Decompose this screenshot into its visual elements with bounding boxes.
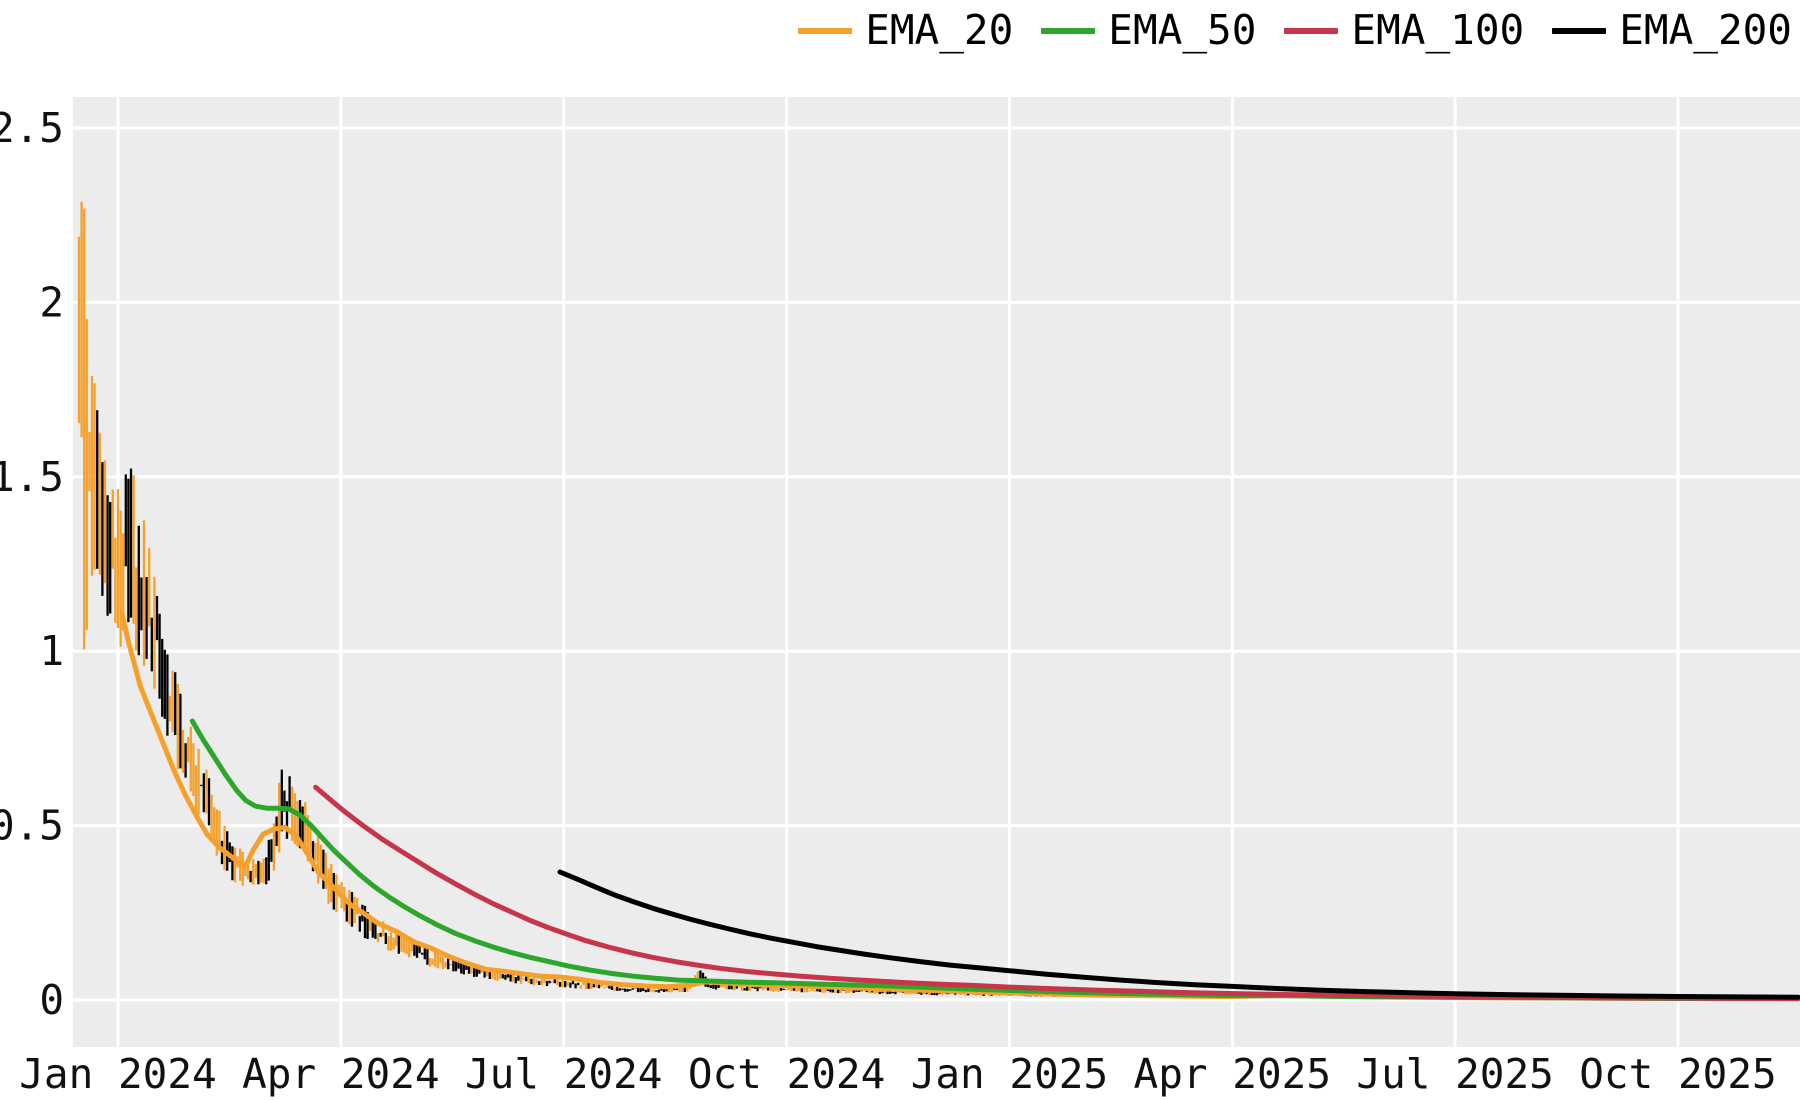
svg-text:Jul 2024: Jul 2024 <box>465 1050 662 1098</box>
legend-item-ema-100: EMA_100 <box>1284 10 1524 51</box>
svg-text:0.5: 0.5 <box>0 802 64 850</box>
svg-text:Jul 2025: Jul 2025 <box>1356 1050 1553 1098</box>
svg-text:1: 1 <box>39 627 64 675</box>
ema-100-line-swatch-icon <box>1284 27 1339 34</box>
ema-200-line <box>557 869 1800 1000</box>
svg-text:2: 2 <box>39 278 64 326</box>
legend-item-ema-20: EMA_20 <box>798 10 1013 51</box>
svg-text:2.5: 2.5 <box>0 104 64 152</box>
svg-text:Jan 2025: Jan 2025 <box>911 1050 1108 1098</box>
ema-100-line <box>313 784 1800 1002</box>
gridlines <box>73 97 1800 1047</box>
legend-label-ema-100: EMA_100 <box>1351 6 1525 54</box>
svg-text:1.5: 1.5 <box>0 453 64 501</box>
chart-legend: EMA_20 EMA_50 EMA_100 EMA_200 <box>798 10 1792 51</box>
legend-label-ema-20: EMA_20 <box>865 6 1014 54</box>
y-axis-tick-labels: 0 0.5 1 1.5 2 2.5 <box>0 104 64 1024</box>
svg-text:Jan 2024: Jan 2024 <box>19 1050 216 1098</box>
legend-item-ema-50: EMA_50 <box>1041 10 1256 51</box>
svg-text:Oct 2025: Oct 2025 <box>1579 1050 1776 1098</box>
svg-text:Apr 2024: Apr 2024 <box>242 1050 439 1098</box>
ema-50-line-swatch-icon <box>1041 27 1096 34</box>
svg-text:Oct 2024: Oct 2024 <box>688 1050 885 1098</box>
x-axis-tick-labels: Jan 2024 Apr 2024 Jul 2024 Oct 2024 Jan 2025… <box>19 1050 1776 1098</box>
legend-label-ema-200: EMA_200 <box>1619 6 1792 54</box>
legend-item-ema-200: EMA_200 <box>1552 10 1792 51</box>
ema-20-line-swatch-icon <box>798 27 853 34</box>
svg-text:Apr 2025: Apr 2025 <box>1134 1050 1331 1098</box>
ema-200-line-swatch-icon <box>1552 27 1607 34</box>
svg-text:0: 0 <box>39 976 64 1024</box>
legend-label-ema-50: EMA_50 <box>1108 6 1257 54</box>
plot-background <box>73 97 1800 1047</box>
